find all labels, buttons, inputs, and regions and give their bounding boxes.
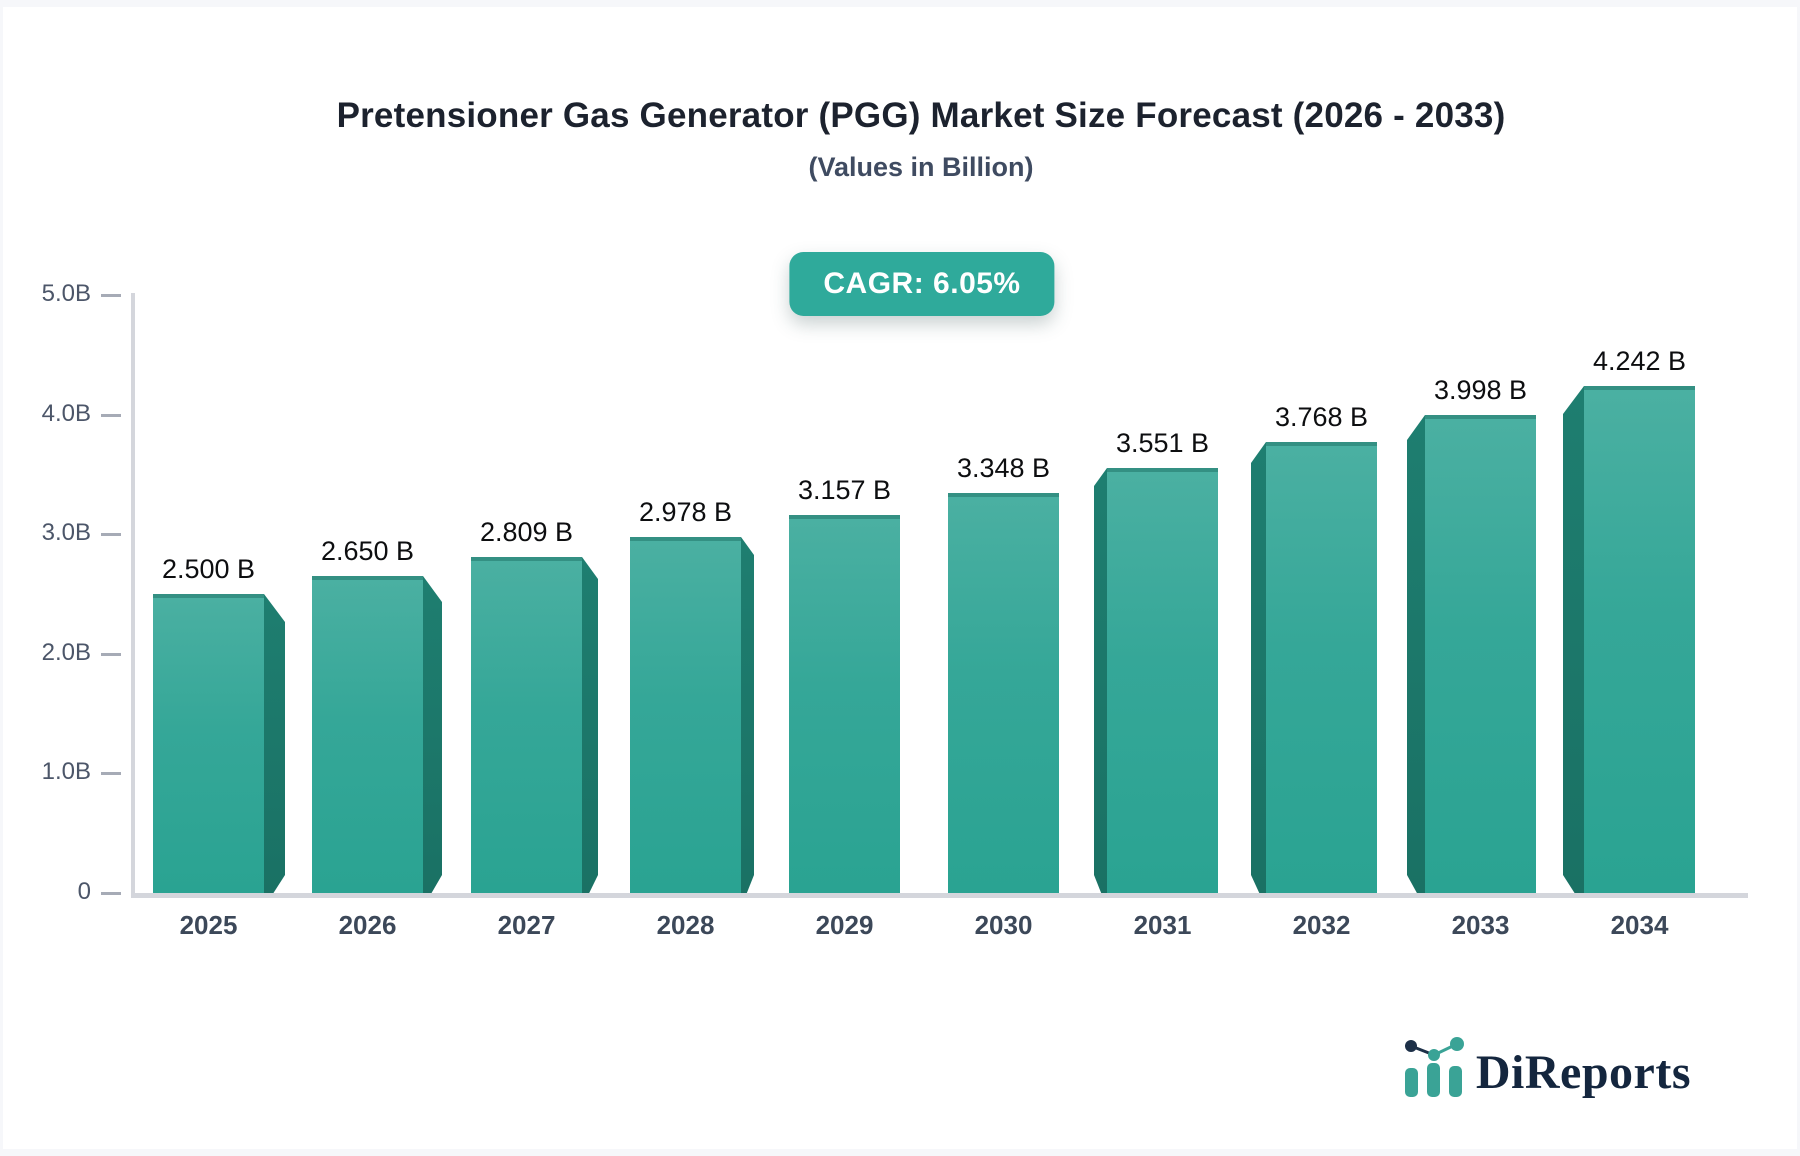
bar-2026	[312, 576, 423, 893]
bar-value-label: 3.998 B	[1433, 375, 1528, 405]
bar-2031	[1107, 468, 1218, 893]
bar-2028	[630, 537, 741, 893]
bar-side-2034	[1563, 386, 1584, 893]
bar-2033	[1425, 415, 1536, 893]
x-axis-label-2031: 2031	[1133, 910, 1192, 940]
y-axis-tick-label: 1.0B	[41, 758, 91, 786]
direports-logo: DiReports	[1402, 1031, 1691, 1097]
y-axis-tick-label: 4.0B	[41, 399, 91, 427]
bar-2029	[789, 515, 900, 893]
y-axis-line	[131, 293, 135, 898]
bar-value-label: 2.978 B	[638, 497, 733, 527]
x-axis-label-2034: 2034	[1610, 910, 1669, 940]
bar-chart: 5.0B 4.0B 3.0B 2.0B 1.0B 0 2.500 B 2025 2.650 B 2…	[3, 7, 1797, 1149]
logo-text: DiReports	[1475, 1046, 1691, 1099]
y-axis-tick	[101, 652, 121, 656]
bar-side-2032	[1251, 442, 1266, 893]
x-axis-label-2030: 2030	[974, 910, 1033, 940]
y-axis-tick-label: 5.0B	[41, 280, 91, 307]
y-axis-tick	[101, 294, 121, 297]
bar-side-2028	[741, 537, 754, 893]
bar-side-2026	[423, 576, 442, 893]
bar-value-label: 4.242 B	[1592, 346, 1687, 376]
y-axis-tick-label: 3.0B	[41, 519, 91, 547]
x-axis-label-2028: 2028	[656, 910, 715, 940]
bar-value-label: 3.768 B	[1274, 402, 1369, 432]
bar-2027	[471, 557, 582, 893]
bar-value-label: 2.809 B	[479, 517, 574, 547]
bar-2025	[153, 594, 264, 893]
bar-side-2027	[582, 557, 598, 893]
x-axis-label-2027: 2027	[497, 910, 556, 940]
bar-side-2031	[1094, 468, 1107, 893]
bar-value-label: 3.551 B	[1115, 428, 1210, 458]
y-axis-tick	[101, 892, 121, 895]
bar-value-label: 3.157 B	[797, 475, 892, 505]
bar-value-label: 2.500 B	[161, 554, 256, 584]
x-axis-label-2032: 2032	[1292, 910, 1351, 940]
x-axis-label-2033: 2033	[1451, 910, 1510, 940]
chart-subtitle: (Values in Billion)	[808, 152, 1034, 182]
y-axis-tick-label: 2.0B	[41, 638, 91, 666]
bar-side-2033	[1407, 415, 1425, 893]
x-axis-label-2025: 2025	[179, 910, 238, 940]
y-axis-tick	[101, 533, 121, 537]
bar-2030	[948, 493, 1059, 893]
bar-chart-logo-icon	[1404, 1037, 1464, 1097]
bar-side-2025	[264, 594, 285, 893]
bar-value-label: 2.650 B	[320, 536, 415, 566]
bar-value-label: 3.348 B	[956, 453, 1051, 483]
chart-card: Pretensioner Gas Generator (PGG) Market …	[3, 7, 1797, 1149]
y-axis-tick	[101, 772, 121, 776]
page-title: Pretensioner Gas Generator (PGG) Market …	[336, 96, 1506, 135]
y-axis-tick-label: 0	[77, 878, 91, 905]
cagr-badge: CAGR: 6.05%	[789, 252, 1055, 316]
x-axis-label-2029: 2029	[815, 910, 874, 940]
x-axis-label-2026: 2026	[338, 910, 397, 940]
bar-2032	[1266, 442, 1377, 893]
x-axis-line	[131, 893, 1748, 898]
bar-2034	[1584, 386, 1695, 893]
y-axis-tick	[101, 413, 121, 417]
